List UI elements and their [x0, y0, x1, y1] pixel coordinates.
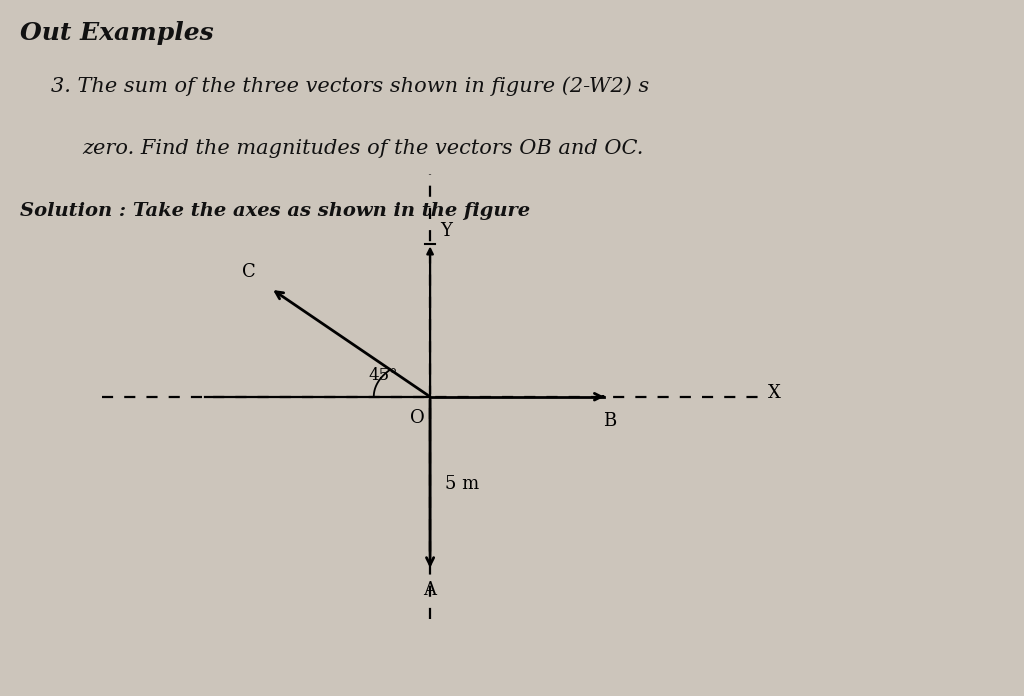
- Text: 5 m: 5 m: [445, 475, 479, 493]
- Text: O: O: [411, 409, 425, 427]
- Text: Y: Y: [440, 222, 453, 240]
- Text: C: C: [242, 264, 255, 281]
- Text: zero. Find the magnitudes of the vectors OB and OC.: zero. Find the magnitudes of the vectors…: [82, 139, 643, 158]
- Text: 3. The sum of the three vectors shown in figure (2-W2) s: 3. The sum of the three vectors shown in…: [51, 77, 649, 96]
- Text: 45°: 45°: [369, 367, 398, 384]
- Text: Out Examples: Out Examples: [20, 21, 214, 45]
- Text: Solution : Take the axes as shown in the figure: Solution : Take the axes as shown in the…: [20, 202, 530, 220]
- Text: B: B: [603, 412, 615, 430]
- Text: A: A: [424, 581, 436, 599]
- Text: X: X: [768, 384, 781, 402]
